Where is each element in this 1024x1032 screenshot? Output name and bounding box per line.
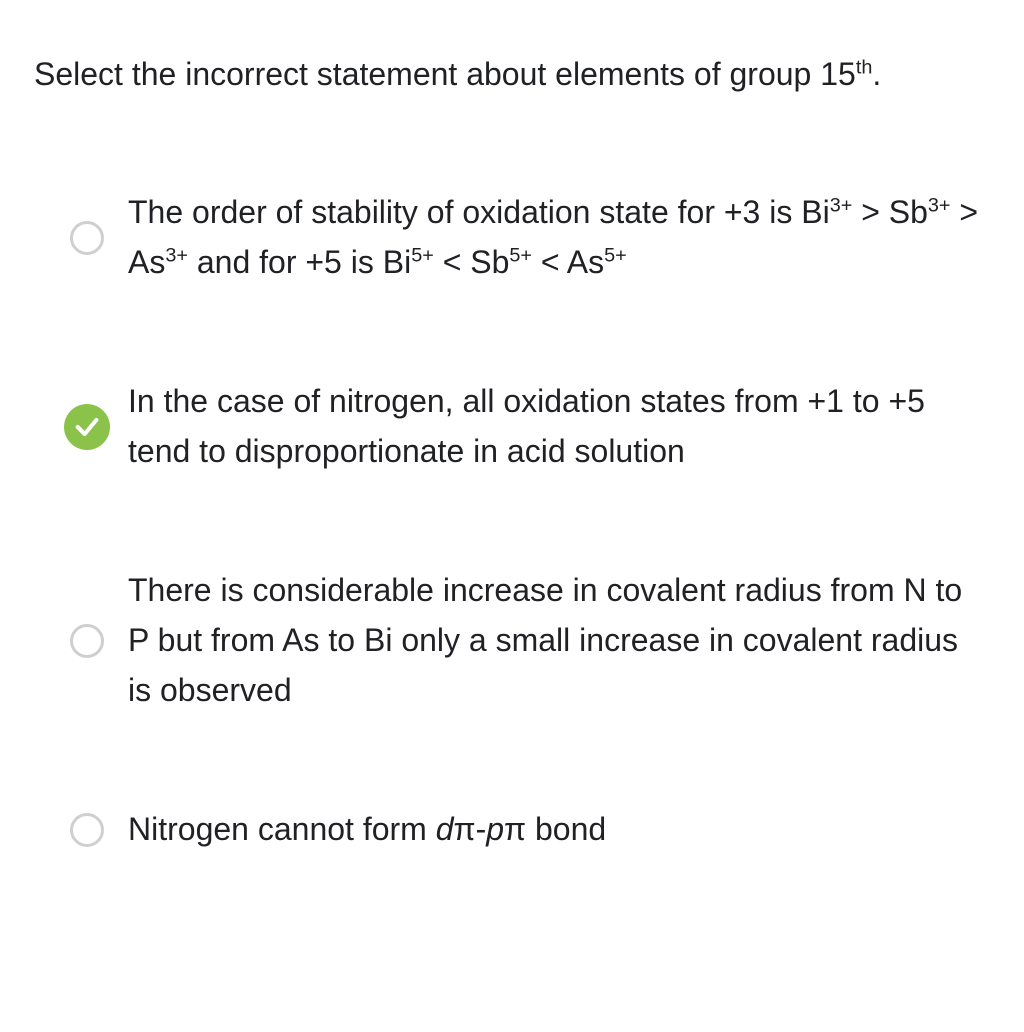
option-1-text: The order of stability of oxidation stat…	[128, 188, 990, 287]
option-2-text: In the case of nitrogen, all oxidation s…	[128, 377, 990, 476]
option-2[interactable]: In the case of nitrogen, all oxidation s…	[70, 377, 990, 476]
quiz-container: Select the incorrect statement about ele…	[0, 0, 1024, 855]
check-icon	[73, 413, 101, 441]
option-4-text: Nitrogen cannot form dπ-pπ bond	[128, 805, 606, 855]
question-sup: th	[856, 56, 873, 78]
question-text: Select the incorrect statement about ele…	[34, 50, 990, 98]
option-3-text: There is considerable increase in covale…	[128, 566, 990, 715]
radio-unselected-icon	[70, 624, 104, 658]
radio-correct-icon	[64, 404, 110, 450]
options-list: The order of stability of oxidation stat…	[34, 188, 990, 855]
question-suffix: .	[872, 56, 881, 92]
option-1[interactable]: The order of stability of oxidation stat…	[70, 188, 990, 287]
option-3[interactable]: There is considerable increase in covale…	[70, 566, 990, 715]
option-4[interactable]: Nitrogen cannot form dπ-pπ bond	[70, 805, 990, 855]
radio-unselected-icon	[70, 221, 104, 255]
radio-unselected-icon	[70, 813, 104, 847]
question-prefix: Select the incorrect statement about ele…	[34, 56, 856, 92]
